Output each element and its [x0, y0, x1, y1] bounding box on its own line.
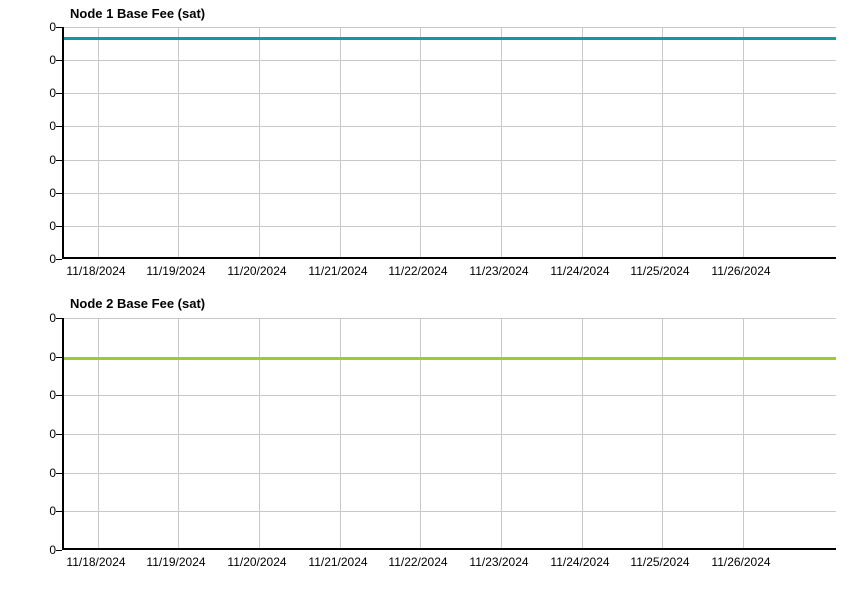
gridline-horizontal — [64, 226, 836, 227]
y-tick-label: 0 — [49, 311, 56, 325]
y-tick-mark — [56, 126, 62, 127]
gridline-vertical — [340, 318, 341, 548]
x-axis-node-1: 11/18/2024 11/19/2024 11/20/2024 11/21/2024… — [0, 264, 860, 282]
gridline-vertical — [501, 318, 502, 548]
y-tick-label: 0 — [49, 20, 56, 34]
x-tick-label: 11/18/2024 — [66, 555, 126, 569]
gridline-vertical — [178, 27, 179, 257]
gridline-vertical — [662, 27, 663, 257]
x-tick-label: 11/21/2024 — [308, 264, 368, 278]
y-tick-mark — [56, 434, 62, 435]
y-tick-mark — [56, 318, 62, 319]
gridline-vertical — [662, 318, 663, 548]
gridline-horizontal — [64, 60, 836, 61]
gridline-vertical — [178, 318, 179, 548]
y-tick-mark — [56, 395, 62, 396]
y-tick-mark — [56, 226, 62, 227]
gridlines-node-2 — [64, 318, 836, 548]
x-tick-label: 11/23/2024 — [469, 555, 529, 569]
gridline-horizontal — [64, 473, 836, 474]
y-tick-mark — [56, 511, 62, 512]
gridline-vertical — [582, 318, 583, 548]
y-tick-mark — [56, 473, 62, 474]
gridline-horizontal — [64, 27, 836, 28]
x-tick-label: 11/26/2024 — [711, 264, 771, 278]
gridline-horizontal — [64, 193, 836, 194]
x-tick-label: 11/26/2024 — [711, 555, 771, 569]
y-tick-mark — [56, 259, 62, 260]
gridline-vertical — [501, 27, 502, 257]
gridline-vertical — [743, 318, 744, 548]
gridline-horizontal — [64, 160, 836, 161]
x-tick-label: 11/19/2024 — [146, 264, 206, 278]
x-tick-label: 11/20/2024 — [227, 555, 287, 569]
y-tick-mark — [56, 550, 62, 551]
y-tick-label: 0 — [49, 186, 56, 200]
gridline-vertical — [582, 27, 583, 257]
x-tick-label: 11/25/2024 — [630, 555, 690, 569]
chart-title-node-2: Node 2 Base Fee (sat) — [70, 296, 206, 311]
y-tick-label: 0 — [49, 53, 56, 67]
x-tick-label: 11/21/2024 — [308, 555, 368, 569]
gridline-horizontal — [64, 511, 836, 512]
y-tick-label: 0 — [49, 153, 56, 167]
x-tick-label: 11/22/2024 — [388, 264, 448, 278]
x-tick-label: 11/25/2024 — [630, 264, 690, 278]
x-axis-node-2: 11/18/2024 11/19/2024 11/20/2024 11/21/2024… — [0, 555, 860, 573]
y-tick-label: 0 — [49, 466, 56, 480]
gridline-vertical — [259, 318, 260, 548]
plot-area-node-1 — [62, 27, 836, 259]
gridline-vertical — [420, 27, 421, 257]
y-tick-mark — [56, 193, 62, 194]
plot-area-node-2 — [62, 318, 836, 550]
y-tick-mark — [56, 60, 62, 61]
gridline-horizontal — [64, 126, 836, 127]
y-tick-mark — [56, 93, 62, 94]
y-tick-label: 0 — [49, 543, 56, 557]
gridline-horizontal — [64, 434, 836, 435]
y-tick-label: 0 — [49, 252, 56, 266]
gridline-vertical — [259, 27, 260, 257]
gridline-vertical — [420, 318, 421, 548]
x-tick-label: 11/20/2024 — [227, 264, 287, 278]
chart-panel-node-2: Node 2 Base Fee (sat) 0 0 0 0 0 0 0 11/18/2024… — [0, 290, 860, 600]
gridline-horizontal — [64, 93, 836, 94]
y-tick-mark — [56, 27, 62, 28]
x-tick-label: 11/24/2024 — [550, 555, 610, 569]
gridlines-node-1 — [64, 27, 836, 257]
chart-title-node-1: Node 1 Base Fee (sat) — [70, 6, 206, 21]
gridline-vertical — [743, 27, 744, 257]
gridline-vertical — [98, 318, 99, 548]
y-tick-label: 0 — [49, 86, 56, 100]
y-tick-mark — [56, 160, 62, 161]
y-tick-label: 0 — [49, 427, 56, 441]
y-tick-label: 0 — [49, 119, 56, 133]
y-tick-mark — [56, 357, 62, 358]
gridline-vertical — [98, 27, 99, 257]
y-tick-label: 0 — [49, 388, 56, 402]
y-axis-node-1: 0 0 0 0 0 0 0 0 — [0, 0, 62, 290]
y-axis-node-2: 0 0 0 0 0 0 0 — [0, 290, 62, 600]
gridline-horizontal — [64, 318, 836, 319]
y-tick-label: 0 — [49, 504, 56, 518]
x-tick-label: 11/22/2024 — [388, 555, 448, 569]
series-line-node-2-base-fee — [64, 357, 836, 360]
chart-panel-node-1: Node 1 Base Fee (sat) 0 0 0 0 0 0 0 0 11/18/202… — [0, 0, 860, 290]
gridline-vertical — [340, 27, 341, 257]
x-tick-label: 11/23/2024 — [469, 264, 529, 278]
gridline-horizontal — [64, 395, 836, 396]
x-tick-label: 11/19/2024 — [146, 555, 206, 569]
x-tick-label: 11/18/2024 — [66, 264, 126, 278]
x-tick-label: 11/24/2024 — [550, 264, 610, 278]
y-tick-label: 0 — [49, 350, 56, 364]
series-line-node-1-base-fee — [64, 37, 836, 40]
y-tick-label: 0 — [49, 219, 56, 233]
